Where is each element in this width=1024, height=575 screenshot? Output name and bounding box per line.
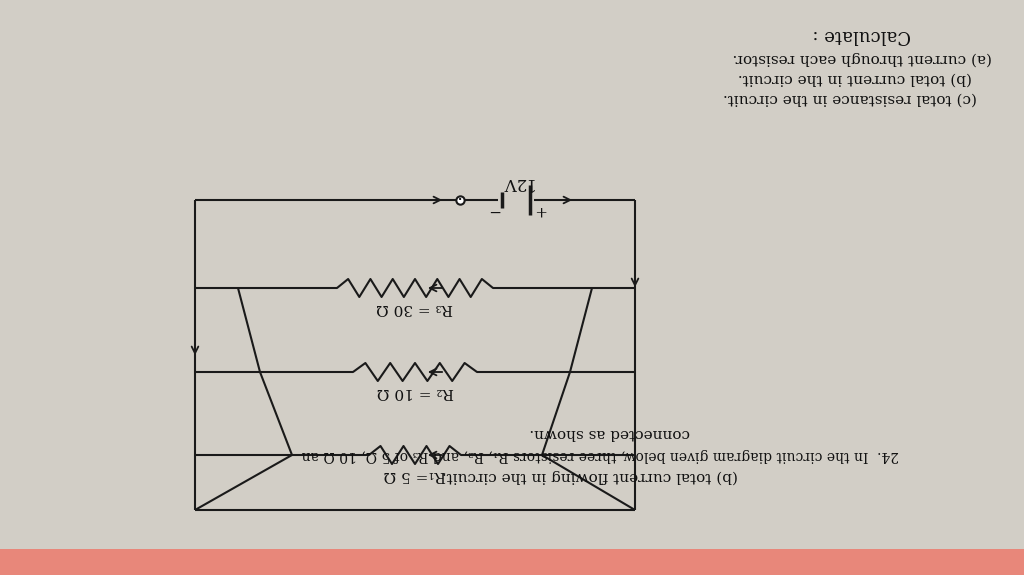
Text: 12V: 12V (500, 174, 532, 191)
Text: (b) total current flowing in the circuit.: (b) total current flowing in the circuit… (442, 469, 738, 483)
Text: +: + (532, 203, 546, 217)
Text: connected as shown.: connected as shown. (529, 426, 690, 440)
Text: R₁= 5 Ω: R₁= 5 Ω (384, 468, 446, 482)
Text: R₂ = 10 Ω: R₂ = 10 Ω (377, 385, 454, 399)
Text: (b) total current in the circuit.: (b) total current in the circuit. (738, 71, 972, 85)
Text: (a) current through each resistor.: (a) current through each resistor. (732, 51, 992, 65)
Text: −: − (486, 203, 500, 217)
Text: ·: · (457, 190, 463, 209)
Bar (0, 549, 1024, 575)
Text: (c) total resistance in the circuit.: (c) total resistance in the circuit. (723, 91, 977, 105)
Text: Calculate :: Calculate : (813, 26, 911, 44)
Text: R₃ = 30 Ω: R₃ = 30 Ω (377, 301, 454, 315)
Text: 24.  In the circuit diagram given below, three resistors R₁, R₂, and R₃ of 5 Ω, : 24. In the circuit diagram given below, … (301, 448, 899, 462)
Text: SCIENCE FOR TENTH CLASS : P: SCIENCE FOR TENTH CLASS : P (80, 555, 319, 569)
